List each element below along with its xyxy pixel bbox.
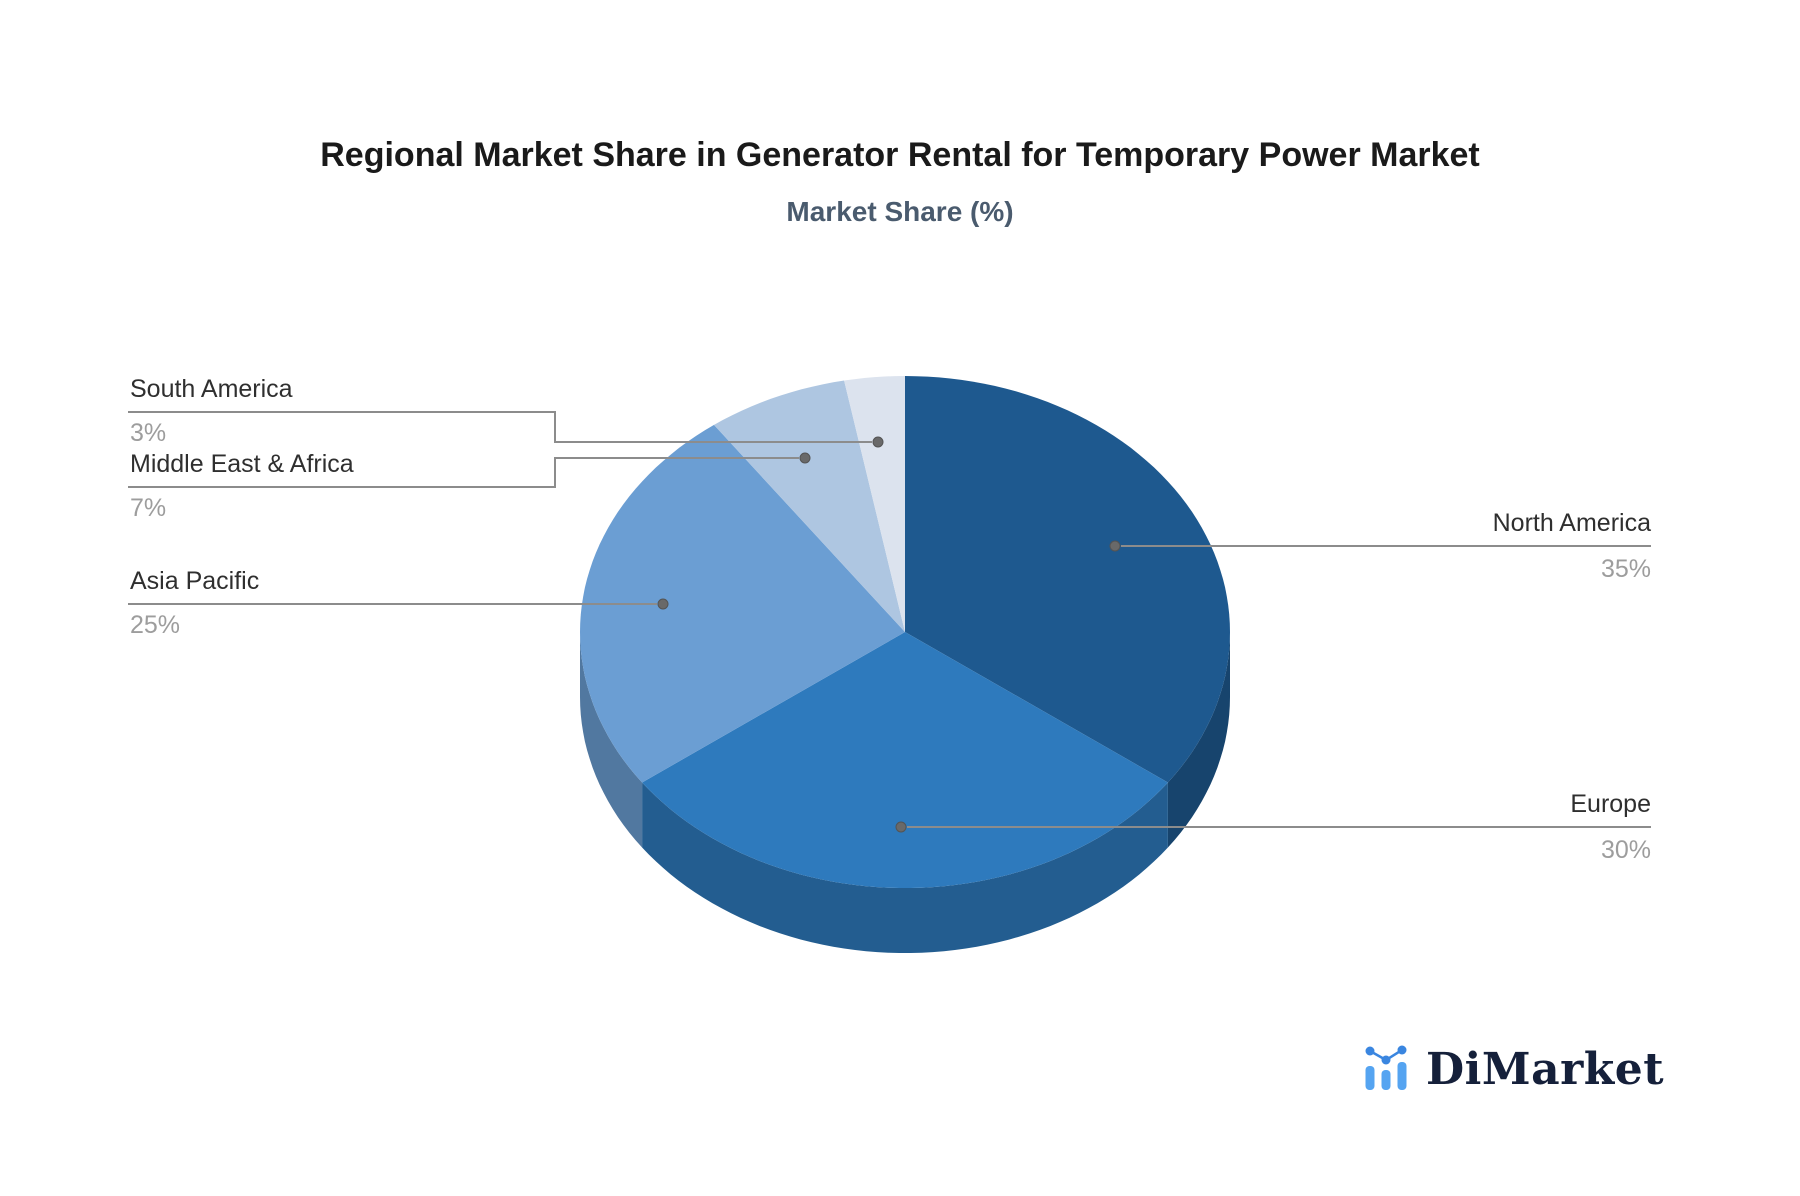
chart-subtitle: Market Share (%) [786, 196, 1014, 227]
callout-dot-south-america [872, 436, 884, 448]
logo-dot [1397, 1045, 1407, 1055]
dimarket-logo-text: DiMarket [1426, 1044, 1665, 1095]
logo-bar [1381, 1070, 1391, 1090]
chart-title: Regional Market Share in Generator Renta… [320, 136, 1480, 174]
callout-value-north-america: 35% [1600, 555, 1651, 583]
callout-label-middle-east-africa: Middle East & Africa [130, 450, 354, 478]
pie-slices [580, 376, 1230, 888]
logo-bar [1365, 1066, 1375, 1090]
callout-dot-north-america [1109, 540, 1121, 552]
pie-slice-side-europe [642, 782, 1168, 953]
pie-slice-north-america [905, 376, 1230, 783]
callout-dot-middle-east-africa [799, 452, 811, 464]
pie-slice-south-america [844, 376, 905, 632]
pie-slice-europe [642, 632, 1168, 888]
callout-label-north-america: North America [1492, 509, 1651, 537]
pie-slice-side-asia-pacific [580, 632, 643, 848]
pie-walls [580, 632, 1230, 953]
bar-chart-logo-icon [1365, 1045, 1407, 1090]
callout-line-middle-east-africa [128, 457, 799, 488]
pie-slice-middle-east-africa [714, 380, 905, 632]
callout-value-middle-east-africa: 7% [130, 494, 167, 522]
callout-value-asia-pacific: 25% [130, 611, 181, 639]
callout-value-europe: 30% [1600, 836, 1651, 864]
logo-bar [1397, 1062, 1407, 1090]
callout-dot-europe [895, 821, 907, 833]
pie-slice-side-north-america [1167, 632, 1230, 848]
callout-label-south-america: South America [130, 375, 293, 403]
dimarket-logo: DiMarket [1362, 1038, 1664, 1092]
callout-label-europe: Europe [1570, 790, 1651, 818]
callout-value-south-america: 3% [130, 419, 167, 447]
logo-dot [1381, 1055, 1391, 1065]
logo-dot [1365, 1046, 1375, 1056]
callout-dot-asia-pacific [657, 598, 669, 610]
callout-label-asia-pacific: Asia Pacific [130, 567, 260, 595]
callout-line-south-america [128, 411, 872, 443]
pie-slice-asia-pacific [580, 424, 905, 783]
callout-lines [128, 411, 1651, 833]
